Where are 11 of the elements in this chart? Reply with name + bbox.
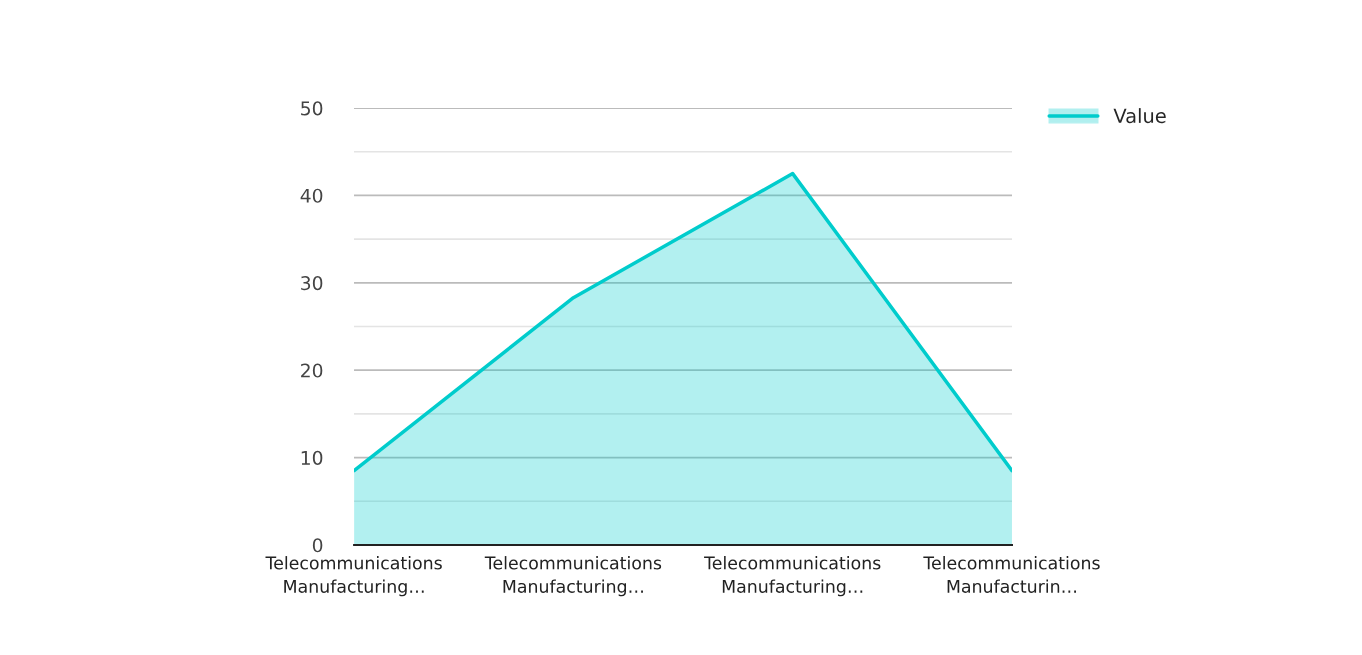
y-tick-label: 10 bbox=[301, 450, 323, 465]
x-tick-label: Telecommunications Manufacturin… bbox=[923, 556, 1100, 593]
legend-label: Value bbox=[1113, 108, 1166, 124]
x-tick-label: Telecommunications Manufacturing… bbox=[704, 556, 881, 597]
y-tick-label: 30 bbox=[301, 276, 323, 291]
x-tick-label: Telecommunications Manufacturing… bbox=[265, 556, 442, 597]
y-tick-label: 0 bbox=[312, 538, 323, 553]
y-tick-label: 40 bbox=[300, 188, 323, 203]
y-tick-label: 20 bbox=[301, 363, 323, 378]
x-tick-label: Telecommunications Manufacturing… bbox=[484, 556, 662, 597]
y-tick-label: 50 bbox=[301, 101, 323, 116]
